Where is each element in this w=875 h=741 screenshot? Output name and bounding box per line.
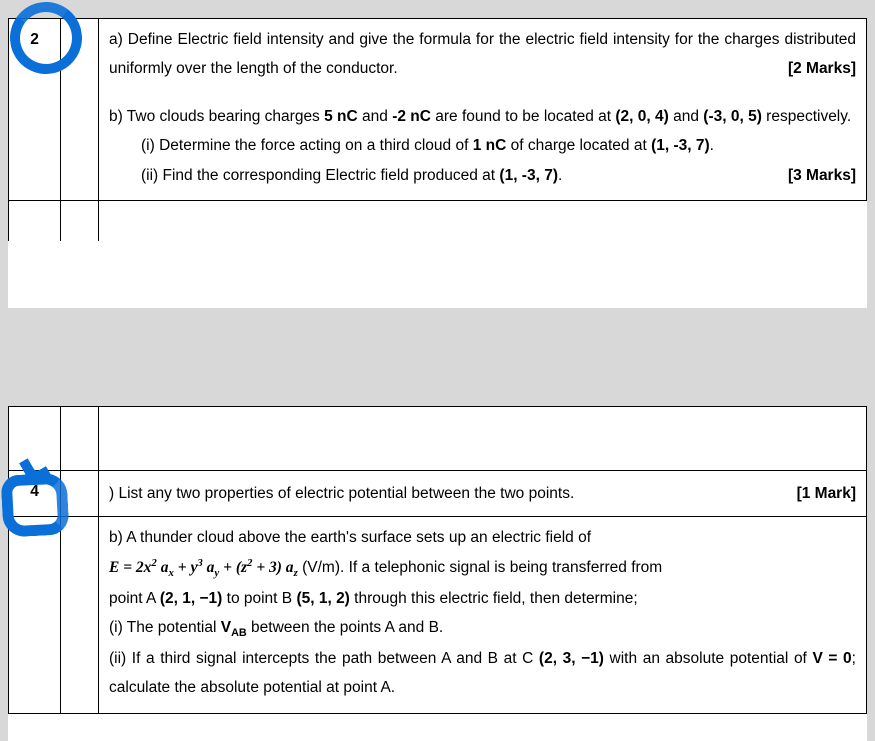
q4b-subpart-i: (i) The potential VAB between the points…	[109, 613, 856, 644]
q4b-text: point A	[109, 590, 160, 607]
q4b-line3: point A (2, 1, −1) to point B (5, 1, 2) …	[109, 584, 856, 613]
q4a-marks: [1 Mark]	[797, 479, 856, 508]
q2b-marks: [3 Marks]	[788, 161, 856, 190]
q4a-text: List any two properties of electric pote…	[114, 485, 574, 502]
q2bi-point: (1, -3, 7)	[651, 137, 710, 154]
q2b-subpart-i: (i) Determine the force acting on a thir…	[109, 131, 856, 160]
q2bi-charge: 1 nC	[473, 137, 507, 154]
q2bii-text: (ii) Find the corresponding Electric fie…	[141, 167, 499, 184]
q4b-text: through this electric field, then determ…	[350, 590, 638, 607]
q2b-charge2: -2 nC	[392, 108, 431, 125]
q4-part-b: b) A thunder cloud above the earth's sur…	[99, 517, 867, 713]
q2b-text: and	[358, 108, 392, 125]
q4b-unit: (V/m). If a telephonic signal is being t…	[298, 559, 662, 576]
q4bi-vab-sub: AB	[231, 627, 247, 639]
q2b-point2: (-3, 0, 5)	[703, 108, 762, 125]
question-2-table: 2 a) Define Electric field intensity and…	[8, 18, 867, 241]
q2b-charge1: 5 nC	[324, 108, 358, 125]
q2-part-a: a) Define Electric field intensity and g…	[109, 25, 856, 84]
q4bii-vzero: V = 0	[812, 650, 851, 667]
pre-spacer-cell	[99, 407, 867, 471]
question-number-cell: 2	[9, 19, 61, 201]
question-number-2: 2	[30, 31, 39, 48]
exam-page-q4: 4 ) List any two properties of electric …	[8, 406, 867, 741]
q2b-text: b) Two clouds bearing charges	[109, 108, 324, 125]
empty-num-cell	[9, 517, 61, 713]
spacer-cell	[61, 19, 99, 201]
q4bii-pointC: (2, 3, −1)	[539, 650, 604, 667]
q2b-subpart-ii: (ii) Find the corresponding Electric fie…	[109, 161, 856, 190]
pre-spacer-cell	[61, 407, 99, 471]
q4bi-v: V	[221, 619, 231, 636]
q4b-pointB: (5, 1, 2)	[296, 590, 349, 607]
q2bi-text: (i) Determine the force acting on a thir…	[141, 137, 473, 154]
q4b-formula: E = 2x2 ax + y3 ay + (z2 + 3) az	[109, 559, 298, 576]
question-4-table: 4 ) List any two properties of electric …	[8, 406, 867, 714]
stub-cell	[99, 201, 867, 241]
q4b-line1: b) A thunder cloud above the earth's sur…	[109, 523, 856, 552]
q4b-line2: E = 2x2 ax + y3 ay + (z2 + 3) az (V/m). …	[109, 553, 856, 584]
stub-cell	[61, 201, 99, 241]
q2b-text: respectively.	[762, 108, 851, 125]
q4bi-vab: VAB	[221, 619, 247, 636]
q2bii-point: (1, -3, 7)	[499, 167, 558, 184]
exam-page-q2: 2 a) Define Electric field intensity and…	[8, 18, 867, 308]
q4b-text: to point B	[222, 590, 296, 607]
q4-part-a: ) List any two properties of electric po…	[99, 471, 867, 517]
q4bii-text: (ii) If a third signal intercepts the pa…	[109, 650, 539, 667]
q4b-pointA: (2, 1, −1)	[160, 590, 222, 607]
q2bi-text: of charge located at	[506, 137, 651, 154]
q2bi-text: .	[710, 137, 714, 154]
q4bi-text: between the points A and B.	[247, 619, 443, 636]
q2b-text: and	[669, 108, 703, 125]
q4bii-text: with an absolute potential of	[604, 650, 813, 667]
q2-part-b-intro: b) Two clouds bearing charges 5 nC and -…	[109, 102, 856, 131]
q4bi-text: (i) The potential	[109, 619, 221, 636]
spacer-cell	[61, 517, 99, 713]
q4b-subpart-ii: (ii) If a third signal intercepts the pa…	[109, 644, 856, 703]
stub-cell	[9, 201, 61, 241]
q2b-text: are found to be located at	[431, 108, 615, 125]
q2bii-text: .	[558, 167, 562, 184]
question-2-content: a) Define Electric field intensity and g…	[99, 19, 867, 201]
page-gap	[0, 308, 875, 388]
q2a-marks: [2 Marks]	[788, 54, 856, 83]
q2b-point1: (2, 0, 4)	[615, 108, 668, 125]
hand-circle-annotation-q4	[2, 474, 68, 536]
